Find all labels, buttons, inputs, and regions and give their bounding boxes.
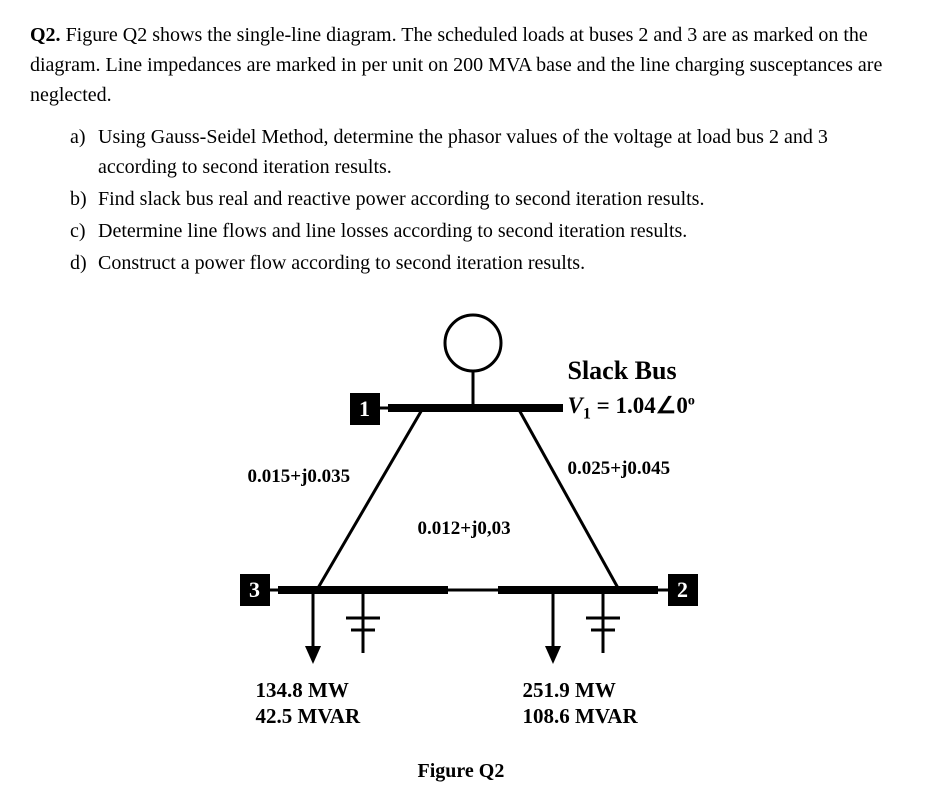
bus-1-label: 1 xyxy=(359,396,370,422)
part-text: Find slack bus real and reactive power a… xyxy=(98,184,704,214)
voltage-angle: ∠0 xyxy=(656,393,688,418)
question-number: Q2. xyxy=(30,24,61,46)
bus-3-label: 3 xyxy=(249,577,260,603)
load-3-arrow-a xyxy=(305,646,321,664)
load-3-p: 134.8 MW xyxy=(256,678,349,703)
line-1-3 xyxy=(318,408,423,588)
bus-2-box: 2 xyxy=(668,574,698,606)
question-text: Figure Q2 shows the single-line diagram.… xyxy=(30,24,882,106)
bus-2-label: 2 xyxy=(677,577,688,603)
load-3-q: 42.5 MVAR xyxy=(256,704,361,729)
part-text: Determine line flows and line losses acc… xyxy=(98,216,687,246)
impedance-12: 0.025+j0.045 xyxy=(568,458,671,480)
part-text: Construct a power flow according to seco… xyxy=(98,248,585,278)
generator-icon xyxy=(445,315,501,371)
part-c: c) Determine line flows and line losses … xyxy=(70,216,905,246)
parts-list: a) Using Gauss-Seidel Method, determine … xyxy=(70,122,905,278)
line-1-2 xyxy=(518,408,618,588)
single-line-diagram: 1 3 2 Slack Bus V1 = 1.04∠0o 0.015+j0.03… xyxy=(118,308,818,788)
impedance-23: 0.012+j0,03 xyxy=(418,518,511,540)
voltage-label: V1 = 1.04∠0o xyxy=(568,393,695,424)
figure-caption: Figure Q2 xyxy=(418,760,505,783)
part-label: c) xyxy=(70,216,98,246)
part-label: b) xyxy=(70,184,98,214)
voltage-deg: o xyxy=(688,393,695,408)
voltage-sub: 1 xyxy=(583,406,591,423)
load-2-q: 108.6 MVAR xyxy=(523,704,638,729)
bus-3-box: 3 xyxy=(240,574,270,606)
part-b: b) Find slack bus real and reactive powe… xyxy=(70,184,905,214)
part-d: d) Construct a power flow according to s… xyxy=(70,248,905,278)
slack-bus-title: Slack Bus xyxy=(568,356,677,386)
voltage-v: V xyxy=(568,393,583,418)
load-2-arrow-a xyxy=(545,646,561,664)
load-2-p: 251.9 MW xyxy=(523,678,616,703)
part-text: Using Gauss-Seidel Method, determine the… xyxy=(98,122,905,182)
part-label: a) xyxy=(70,122,98,182)
bus-1-box: 1 xyxy=(350,393,380,425)
voltage-eq: = 1.04 xyxy=(591,393,656,418)
impedance-13: 0.015+j0.035 xyxy=(248,466,351,488)
part-label: d) xyxy=(70,248,98,278)
question-header: Q2. Figure Q2 shows the single-line diag… xyxy=(30,20,905,110)
part-a: a) Using Gauss-Seidel Method, determine … xyxy=(70,122,905,182)
